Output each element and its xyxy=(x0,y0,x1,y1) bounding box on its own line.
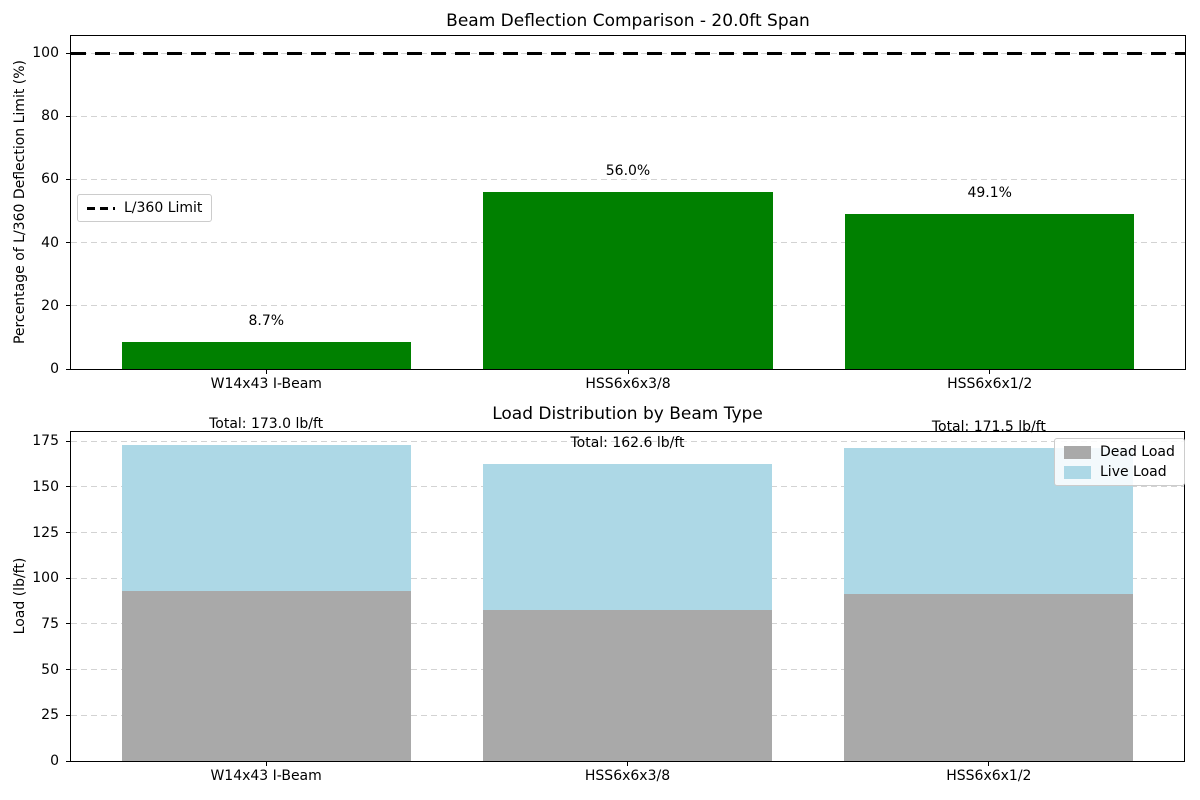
bar xyxy=(483,192,773,369)
x-tick-label: W14x43 I-Beam xyxy=(210,376,322,392)
y-tick-label: 50 xyxy=(41,661,59,678)
bar-segment-dead-load xyxy=(121,591,411,761)
y-tick-mark xyxy=(66,52,70,54)
y-tick-label: 40 xyxy=(41,234,59,251)
y-tick-mark xyxy=(66,305,70,307)
load-plot-area: 0 25 50 75 100 125 150 175 W14x43 I-Beam HSS6x6x3… xyxy=(32,416,1185,784)
x-tick-mark xyxy=(627,762,628,766)
dashed-line-swatch-icon xyxy=(87,206,115,210)
total-label: Total: 171.5 lb/ft xyxy=(931,418,1046,435)
bar-segment-dead-load xyxy=(482,610,773,761)
y-tick-label: 125 xyxy=(32,524,59,541)
y-tick-mark xyxy=(66,440,70,442)
legend-label: L/360 Limit xyxy=(124,200,203,216)
y-gridline xyxy=(71,115,1185,117)
x-tick-label: HSS6x6x3/8 xyxy=(585,376,671,392)
deflection-plot-area: 0 20 40 60 80 100 W14x43 I-Beam HSS6x6x3/8 HSS6x… xyxy=(32,35,1186,392)
value-label: 49.1% xyxy=(967,184,1012,201)
y-tick-label: 0 xyxy=(50,753,59,769)
x-tick-label: HSS6x6x1/2 xyxy=(946,768,1032,784)
y-tick-label: 100 xyxy=(32,570,59,587)
legend-entry: L/360 Limit xyxy=(87,200,202,216)
legend-entry: Dead Load xyxy=(1064,444,1175,460)
y-tick-label: 0 xyxy=(50,361,59,377)
y-tick-label: 100 xyxy=(32,45,59,62)
x-tick-label: HSS6x6x1/2 xyxy=(947,376,1033,392)
x-tick-label: W14x43 I-Beam xyxy=(210,768,322,784)
y-tick-mark xyxy=(66,760,70,762)
y-tick-mark xyxy=(66,115,70,117)
y-tick-mark xyxy=(66,368,70,370)
y-tick-label: 175 xyxy=(32,433,59,450)
y-tick-mark xyxy=(66,714,70,716)
y-tick-mark xyxy=(66,178,70,180)
value-label: 56.0% xyxy=(605,163,651,180)
deflection-chart-title: Beam Deflection Comparison - 20.0ft Span xyxy=(446,11,810,31)
color-swatch-icon xyxy=(1064,465,1091,479)
x-tick-mark xyxy=(265,762,267,766)
bar xyxy=(845,213,1135,369)
legend-label: Live Load xyxy=(1100,464,1167,480)
limit-line xyxy=(71,51,1185,55)
y-gridline xyxy=(71,440,1184,442)
legend: L/360 Limit xyxy=(77,194,213,222)
legend-entry: Live Load xyxy=(1064,464,1175,480)
color-swatch-icon xyxy=(1064,445,1091,459)
y-tick-label: 60 xyxy=(41,171,59,188)
load-chart-title: Load Distribution by Beam Type xyxy=(492,404,763,424)
x-tick-mark xyxy=(627,370,629,374)
x-tick-mark xyxy=(265,370,267,374)
y-tick-mark xyxy=(66,532,70,534)
x-tick-mark xyxy=(989,370,991,374)
value-label: 8.7% xyxy=(248,312,285,329)
total-label: Total: 173.0 lb/ft xyxy=(209,415,324,432)
x-tick-mark xyxy=(988,762,990,766)
total-label: Total: 162.6 lb/ft xyxy=(570,434,685,451)
y-tick-label: 150 xyxy=(32,478,59,495)
legend-label: Dead Load xyxy=(1100,444,1175,460)
y-tick-mark xyxy=(66,623,70,625)
x-tick-label: HSS6x6x3/8 xyxy=(584,768,671,784)
bar xyxy=(121,341,411,369)
y-tick-mark xyxy=(66,242,70,244)
y-tick-mark xyxy=(66,486,70,488)
y-tick-mark xyxy=(66,669,70,671)
bar-segment-dead-load xyxy=(844,593,1134,761)
bar-segment-live-load xyxy=(482,463,773,611)
y-tick-label: 20 xyxy=(41,297,59,314)
legend: Dead Load Live Load xyxy=(1054,438,1185,486)
y-tick-label: 75 xyxy=(41,615,59,632)
y-tick-label: 80 xyxy=(41,108,59,125)
y-tick-label: 25 xyxy=(41,707,59,724)
y-tick-mark xyxy=(66,577,70,579)
y-gridline xyxy=(71,178,1185,180)
bar-segment-live-load xyxy=(121,444,411,591)
